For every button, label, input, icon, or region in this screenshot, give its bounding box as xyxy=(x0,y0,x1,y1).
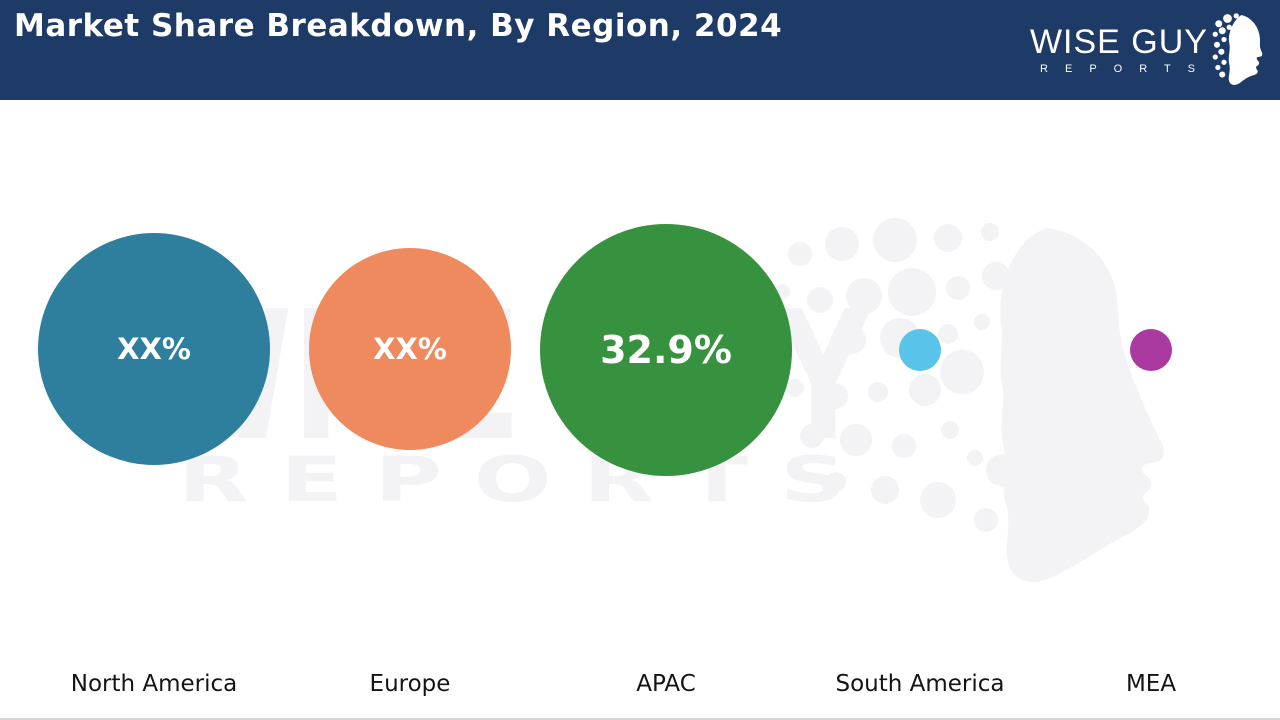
category-label-north-america: North America xyxy=(70,671,238,697)
header: Market Share Breakdown, By Region, 2024 … xyxy=(0,0,1280,100)
category-label-apac: APAC xyxy=(636,671,696,697)
bubble-value-north-america: XX% xyxy=(117,332,191,366)
bottom-divider xyxy=(0,718,1280,720)
category-label-europe: Europe xyxy=(369,671,451,697)
logo-head-icon xyxy=(1212,13,1263,85)
logo-subtext: R E P O R T S xyxy=(1040,62,1202,75)
bubble-europe: XX% xyxy=(309,248,511,450)
logo-wordmark: WISE GUY xyxy=(1029,23,1208,62)
category-label-mea: MEA xyxy=(1125,671,1177,697)
bubble-south-america xyxy=(899,329,941,371)
page-title: Market Share Breakdown, By Region, 2024 xyxy=(14,8,783,44)
bubble-north-america: XX% xyxy=(38,233,270,465)
bubble-value-apac: 32.9% xyxy=(600,328,732,372)
bubble-apac: 32.9% xyxy=(540,224,792,476)
bubble-mea xyxy=(1130,329,1172,371)
wiseguy-logo: WISE GUY R E P O R T S xyxy=(1030,8,1266,92)
category-label-south-america: South America xyxy=(835,671,1005,697)
bubble-value-europe: XX% xyxy=(373,332,447,366)
watermark-dots xyxy=(772,218,1018,532)
logo-text: WISE GUY R E P O R T S xyxy=(1029,23,1208,75)
watermark-head-icon xyxy=(1000,228,1164,582)
